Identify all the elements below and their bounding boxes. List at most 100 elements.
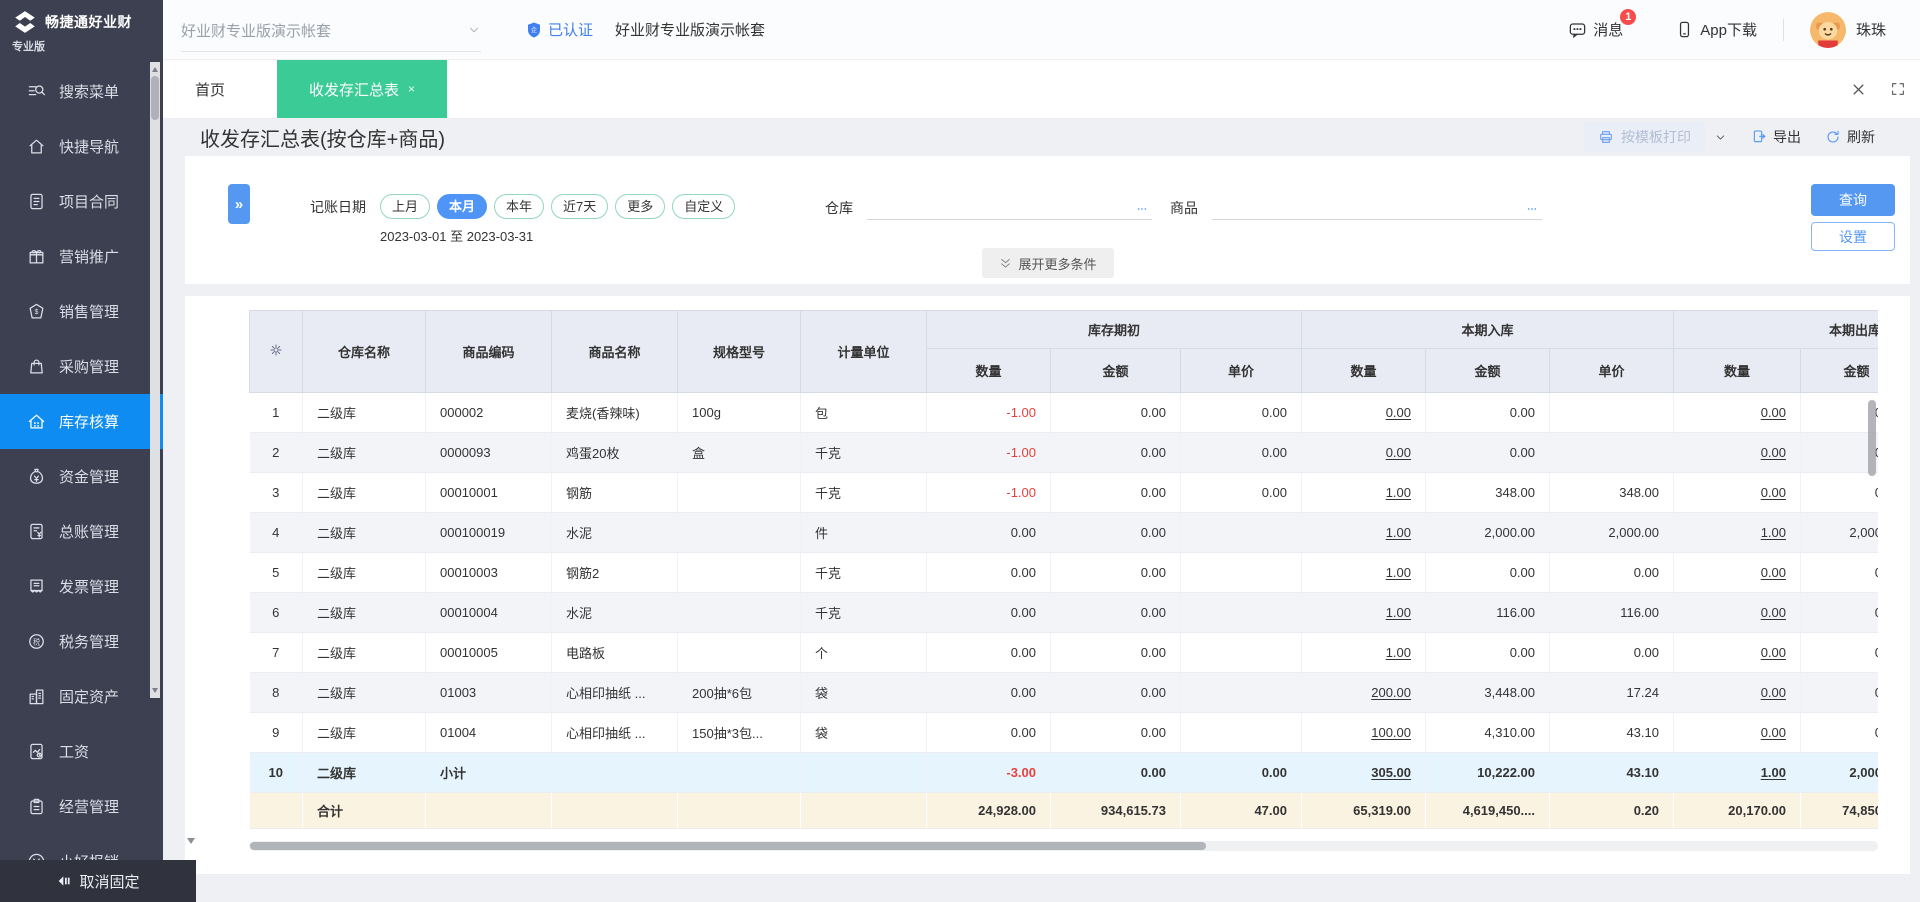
table-row[interactable]: 5 二级库 00010003 钢筋2 千克 0.00 0.00 1.00 0.00 0.00 0.0… [249,552,1878,593]
print-by-template-button[interactable]: 按模板打印 [1584,122,1705,152]
table-row[interactable]: 3 二级库 00010001 钢筋 千克 -1.00 0.00 0.00 1.00 348.00 3… [249,472,1878,513]
sidebar-item-assets[interactable]: 固定资产 [0,669,163,724]
tab-active-report[interactable]: 收发存汇总表 × [277,60,448,118]
sidebar-item-gift[interactable]: 营销推广 [0,229,163,284]
date-range-value[interactable]: 2023-03-01 至 2023-03-31 [380,229,534,244]
horizontal-scrollbar-thumb[interactable] [250,842,1206,850]
value-cell[interactable]: 1.00 [1673,752,1801,793]
table-row[interactable]: 4 二级库 000100019 水泥件 0.00 0.00 1.00 2,000.00 2,00… [249,512,1878,553]
value-cell[interactable]: 0.00 [1673,472,1801,513]
sidebar-item-tax[interactable]: 税 税务管理 [0,614,163,669]
value-cell[interactable]: 1.00 [1673,512,1801,553]
drill-down-link[interactable]: 0.00 [1760,685,1786,700]
expand-more-conditions-button[interactable]: 展开更多条件 [981,248,1114,278]
more-dots-icon[interactable] [1134,204,1150,214]
sidebar-item-sales[interactable]: $ 销售管理 [0,284,163,339]
sidebar-item-operations[interactable]: 经营管理 [0,779,163,834]
sidebar-scrollbar[interactable] [150,62,160,698]
app-download-button[interactable]: App下载 [1675,19,1757,40]
vertical-scrollbar-thumb[interactable] [1868,400,1876,476]
export-button[interactable]: 导出 [1751,127,1801,147]
drill-down-link[interactable]: 1.00 [1385,485,1411,500]
drill-down-link[interactable]: 1.00 [1760,525,1786,540]
sidebar-item-invoice[interactable]: 发票管理 [0,559,163,614]
value-cell[interactable]: 1.00 [1301,592,1426,633]
col-header[interactable]: 商品编码 [425,310,552,393]
table-row[interactable]: 9 二级库 01004 心相印抽纸 ... 150抽*3包... 袋 0.00 0.00 100… [249,712,1878,753]
value-cell[interactable]: 1.00 [1301,472,1426,513]
sidebar-item-reimburse[interactable]: 小好报销 [0,834,163,860]
value-cell[interactable]: 0.00 [1301,392,1426,433]
table-row[interactable]: 6 二级库 00010004 水泥 千克 0.00 0.00 1.00 116.00 116.00… [249,592,1878,633]
drill-down-link[interactable]: 1.00 [1385,645,1411,660]
sub-col-header[interactable]: 金额 [1800,348,1878,393]
product-input[interactable] [1212,198,1542,220]
horizontal-scrollbar[interactable] [249,841,1878,851]
value-cell[interactable]: 0.00 [1673,552,1801,593]
value-cell[interactable]: 305.00 [1301,752,1426,793]
sub-col-header[interactable]: 数量 [926,348,1051,393]
value-cell[interactable]: 0.00 [1673,432,1801,473]
drill-down-link[interactable]: 0.00 [1760,405,1786,420]
drill-down-link[interactable]: 1.00 [1385,525,1411,540]
sidebar-item-contract[interactable]: 项目合同 [0,174,163,229]
value-cell[interactable]: 0.00 [1673,392,1801,433]
close-icon[interactable] [1851,82,1866,97]
collapse-filter-button[interactable]: » [228,184,250,224]
refresh-button[interactable]: 刷新 [1825,127,1875,147]
drill-down-link[interactable]: 1.00 [1760,765,1786,780]
date-pill-5[interactable]: 更多 [615,194,666,219]
drill-down-link[interactable]: 0.00 [1760,645,1786,660]
table-row[interactable]: 1 二级库 000002 麦烧(香辣味) 100g 包 -1.00 0.00 0.00 0.00 0… [249,392,1878,433]
sub-col-header[interactable]: 金额 [1425,348,1550,393]
more-dots-icon[interactable] [1524,204,1540,214]
sidebar-item-ledger[interactable]: 总账管理 [0,504,163,559]
value-cell[interactable]: 1.00 [1301,552,1426,593]
unpin-sidebar-button[interactable]: 取消固定 [0,860,196,902]
sidebar-item-funds[interactable]: 资金管理 [0,449,163,504]
drill-down-link[interactable]: 0.00 [1760,605,1786,620]
value-cell[interactable]: 0.00 [1673,632,1801,673]
value-cell[interactable]: 100.00 [1301,712,1426,753]
scroll-down-arrow-icon[interactable] [152,688,158,693]
date-pill-2[interactable]: 本月 [437,194,488,219]
drill-down-link[interactable]: 0.00 [1760,565,1786,580]
value-cell[interactable]: 200.00 [1301,672,1426,713]
date-pill-6[interactable]: 自定义 [672,194,736,219]
sub-col-header[interactable]: 数量 [1301,348,1426,393]
tab-home[interactable]: 首页 [195,81,226,99]
value-cell[interactable]: 0.00 [1673,712,1801,753]
table-row[interactable]: 8 二级库 01003 心相印抽纸 ... 200抽*6包袋 0.00 0.00 200.00… [249,672,1878,713]
sub-col-header[interactable]: 金额 [1050,348,1181,393]
sidebar-scrollbar-thumb[interactable] [151,76,159,120]
date-pill-4[interactable]: 近7天 [551,194,609,219]
value-cell[interactable]: 1.00 [1301,512,1426,553]
drill-down-link[interactable]: 0.00 [1760,445,1786,460]
messages-button[interactable]: 消息 1 [1568,9,1637,40]
drill-down-link[interactable]: 100.00 [1371,725,1411,740]
sidebar-item-inventory[interactable]: 库存核算 [0,394,163,449]
drill-down-link[interactable]: 0.00 [1760,725,1786,740]
warehouse-input[interactable] [867,198,1152,220]
settings-button[interactable]: 设置 [1811,222,1895,251]
query-button[interactable]: 查询 [1811,184,1895,216]
subtotal-row[interactable]: 10 二级库 小计 -3.00 0.00 0.00 305.00 10,222.00 43.10… [249,752,1878,793]
value-cell[interactable]: 1.00 [1301,632,1426,673]
sidebar-item-search-menu[interactable]: 搜索菜单 [0,64,163,119]
user-avatar[interactable] [1809,11,1846,48]
fullscreen-icon[interactable] [1890,81,1906,97]
table-row[interactable]: 7 二级库 00010005 电路板个 0.00 0.00 1.00 0.00 0.00 0.00… [249,632,1878,673]
sub-col-header[interactable]: 数量 [1673,348,1801,393]
sidebar-item-home[interactable]: 快捷导航 [0,119,163,174]
column-settings-button[interactable] [249,310,303,393]
drill-down-link[interactable]: 200.00 [1371,685,1411,700]
drill-down-link[interactable]: 0.00 [1385,405,1411,420]
date-pill-3[interactable]: 本年 [494,194,545,219]
sub-col-header[interactable]: 单价 [1180,348,1302,393]
table-row[interactable]: 2 二级库 0000093 鸡蛋20枚盒千克 -1.00 0.00 0.00 0.00 0.00… [249,432,1878,473]
drill-down-link[interactable]: 1.00 [1385,565,1411,580]
drill-down-link[interactable]: 305.00 [1371,765,1411,780]
sidebar-item-payroll[interactable]: 工资 [0,724,163,779]
tab-close-icon[interactable]: × [408,82,416,96]
account-set-select[interactable]: 好业财专业版演示帐套 [181,20,481,52]
